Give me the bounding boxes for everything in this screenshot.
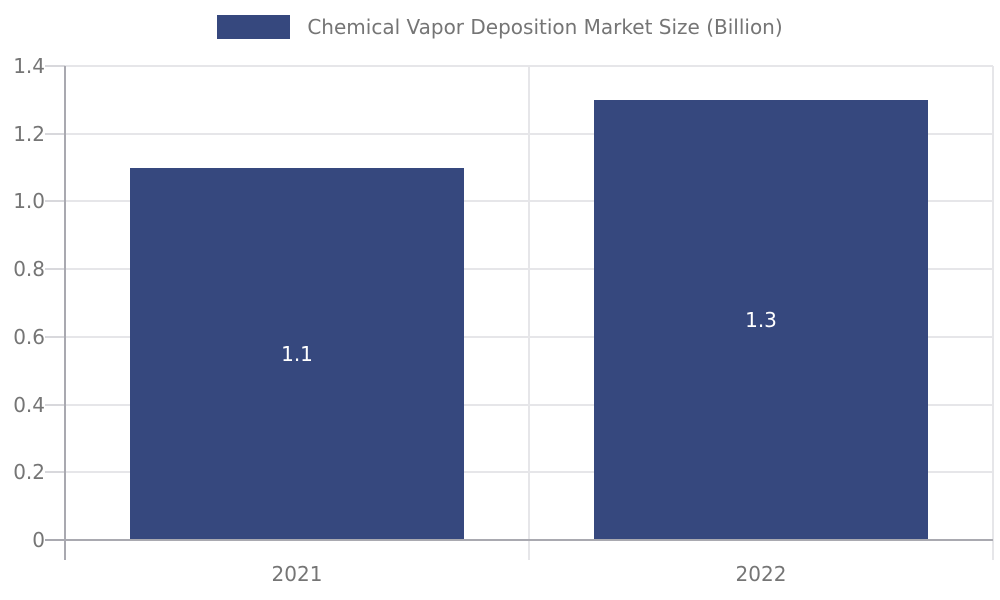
bar-2022[interactable]: 1.3: [594, 99, 928, 540]
y-tick-label: 0: [32, 528, 45, 552]
x-tick-label: 2021: [271, 562, 323, 586]
y-tick-label: 0.4: [13, 392, 45, 417]
y-tick-label: 0.8: [13, 257, 45, 282]
bar-value-label: 1.3: [745, 307, 777, 332]
y-tick-label: 0.6: [13, 324, 45, 349]
y-tick-mark: [45, 335, 65, 338]
x-axis-line: [45, 539, 993, 541]
y-tick-mark: [45, 132, 65, 135]
v-gridline: [992, 66, 994, 560]
y-tick-mark: [45, 65, 65, 67]
bar-2021[interactable]: 1.1: [130, 167, 464, 540]
y-tick-mark: [45, 268, 65, 271]
bar-value-label: 1.1: [281, 341, 313, 366]
x-tick-label: 2022: [735, 562, 787, 586]
legend-label: Chemical Vapor Deposition Market Size (B…: [307, 15, 783, 39]
y-tick-label: 1.4: [13, 54, 45, 78]
y-tick-mark: [45, 471, 65, 474]
y-tick-label: 1.0: [13, 189, 45, 214]
y-axis-line: [64, 66, 66, 560]
y-tick-label: 0.2: [13, 460, 45, 485]
legend[interactable]: Chemical Vapor Deposition Market Size (B…: [0, 15, 1000, 39]
v-gridline: [528, 66, 530, 560]
legend-swatch: [217, 15, 291, 39]
y-tick-mark: [45, 200, 65, 203]
y-tick-mark: [45, 403, 65, 406]
y-tick-label: 1.2: [13, 121, 45, 146]
